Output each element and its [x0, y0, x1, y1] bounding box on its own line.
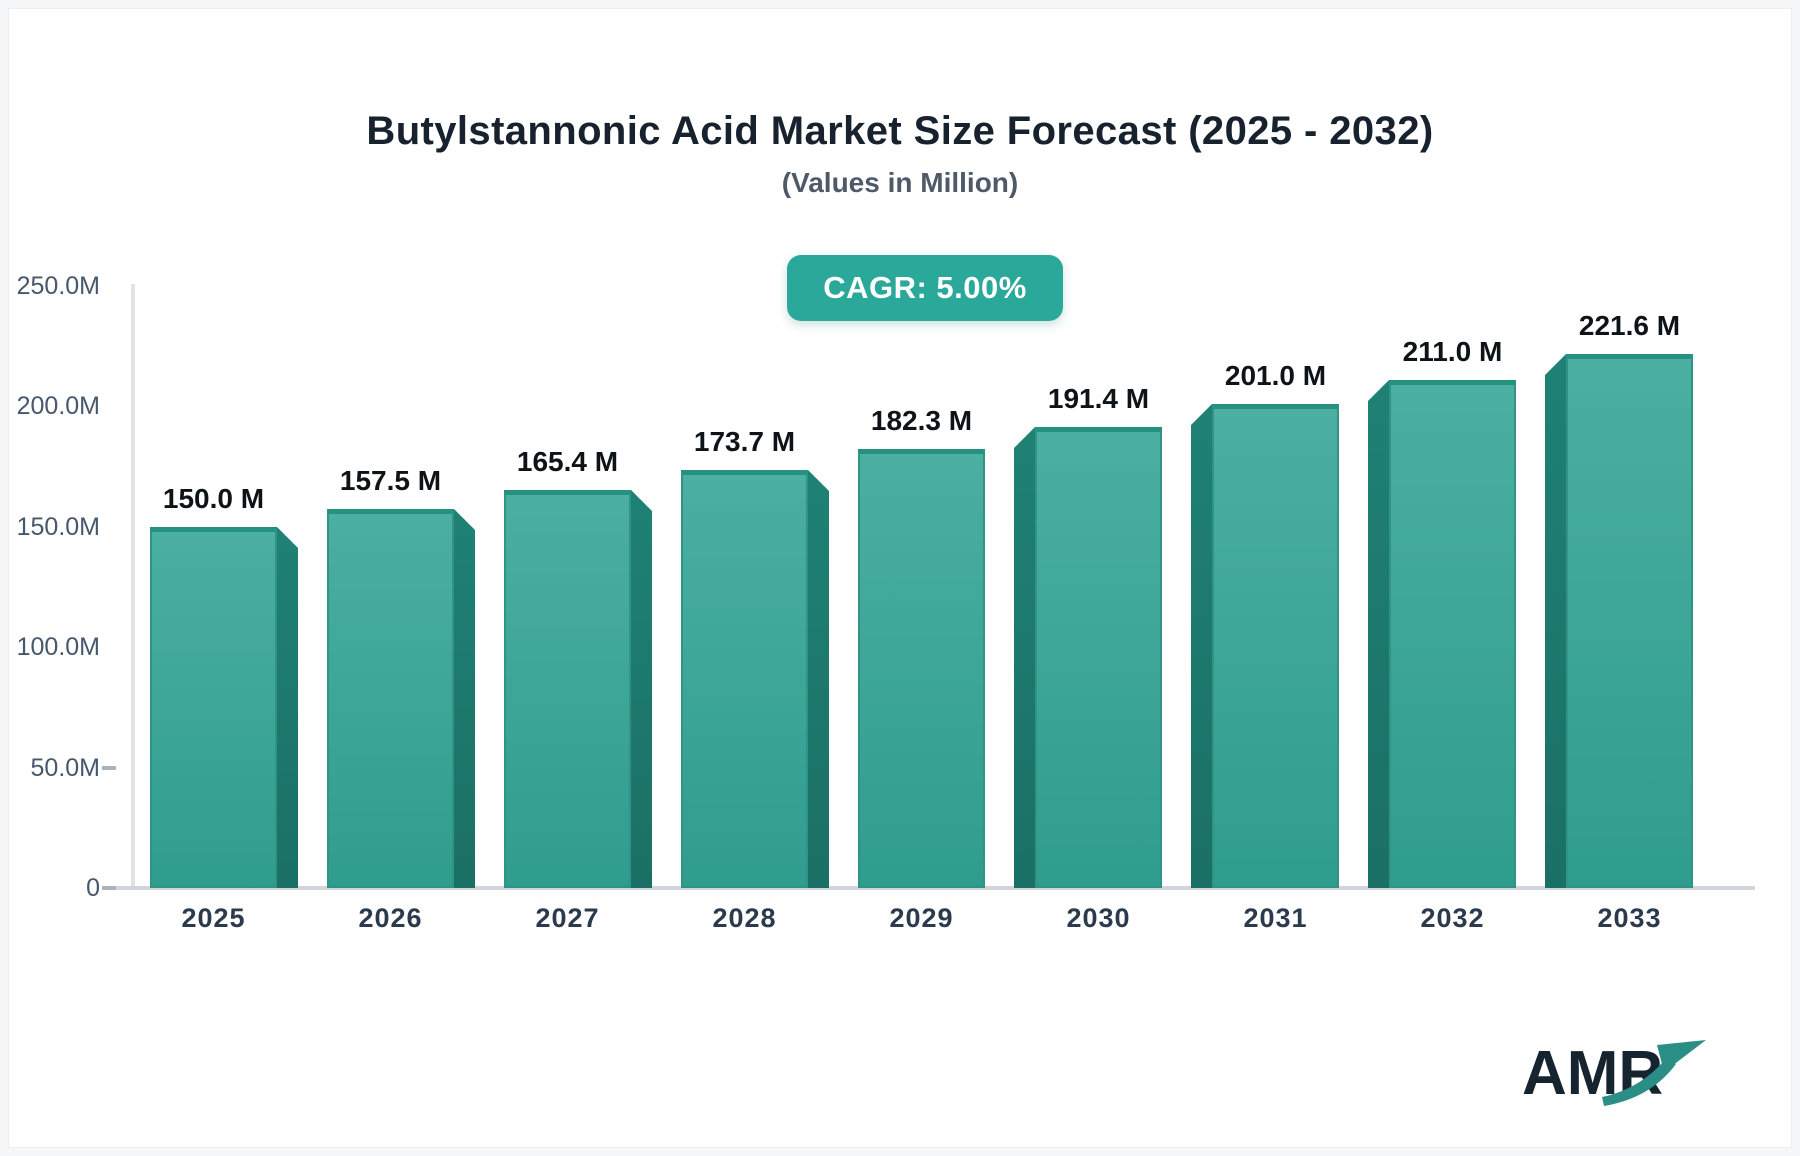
bar-side-face	[277, 527, 298, 888]
x-axis-label: 2031	[1243, 903, 1308, 933]
x-axis-label: 2025	[181, 903, 246, 933]
bar-face	[150, 527, 277, 888]
y-axis-tick	[102, 886, 116, 890]
y-axis-label: 250.0M	[16, 272, 100, 300]
bar-value-label: 201.0 M	[1224, 360, 1327, 391]
cagr-badge: CAGR: 5.00%	[787, 255, 1063, 321]
bar-face	[1035, 427, 1162, 888]
x-axis-label: 2028	[712, 903, 777, 933]
bar-value-label: 182.3 M	[870, 405, 973, 436]
bar-face	[1212, 404, 1339, 888]
bar-value-label: 191.4 M	[1047, 383, 1150, 414]
chart-title: Butylstannonic Acid Market Size Forecast…	[366, 109, 1434, 153]
y-axis-label: 100.0M	[16, 633, 100, 662]
bar-face	[858, 449, 985, 888]
x-axis-label: 2030	[1066, 903, 1131, 933]
bar-value-label: 211.0 M	[1402, 336, 1503, 367]
x-axis-label: 2027	[535, 903, 600, 933]
y-axis-label: 150.0M	[16, 512, 100, 541]
bar-side-face	[1545, 354, 1566, 888]
y-axis-line	[131, 284, 135, 888]
cagr-badge-label: CAGR: 5.00%	[823, 270, 1027, 305]
x-axis-label: 2029	[889, 903, 954, 933]
x-axis-label: 2033	[1597, 903, 1662, 933]
y-axis-label: 0	[86, 874, 100, 902]
bar-value-label: 165.4 M	[516, 446, 619, 477]
bar-value-label: 157.5 M	[339, 465, 442, 496]
bar-side-face	[631, 490, 652, 888]
bar-face	[1389, 380, 1516, 888]
chart-subtitle: (Values in Million)	[781, 167, 1019, 198]
bar-face	[327, 509, 454, 888]
bar-value-label: 173.7 M	[693, 426, 796, 457]
x-axis-label: 2026	[358, 903, 423, 933]
x-axis-line	[116, 886, 1755, 890]
bar-face	[681, 470, 808, 888]
bar-side-face	[1014, 427, 1035, 888]
bar-value-label: 150.0 M	[162, 483, 265, 514]
bar-side-face	[1191, 404, 1212, 888]
bar-face	[1566, 354, 1693, 888]
bar-side-face	[454, 509, 475, 888]
bar-side-face	[808, 470, 829, 888]
y-axis-label: 200.0M	[16, 392, 100, 421]
x-axis-label: 2032	[1420, 903, 1485, 933]
growth-arrow-icon	[1602, 1040, 1706, 1106]
amr-logo: AMR	[1522, 1039, 1706, 1108]
y-axis-tick	[102, 765, 116, 770]
amr-logo-text: AMR	[1522, 1039, 1663, 1108]
y-axis-label: 50.0M	[30, 753, 100, 782]
bar-value-label: 221.6 M	[1578, 310, 1681, 341]
bar-side-face	[1368, 380, 1389, 888]
bar-face	[504, 490, 631, 888]
